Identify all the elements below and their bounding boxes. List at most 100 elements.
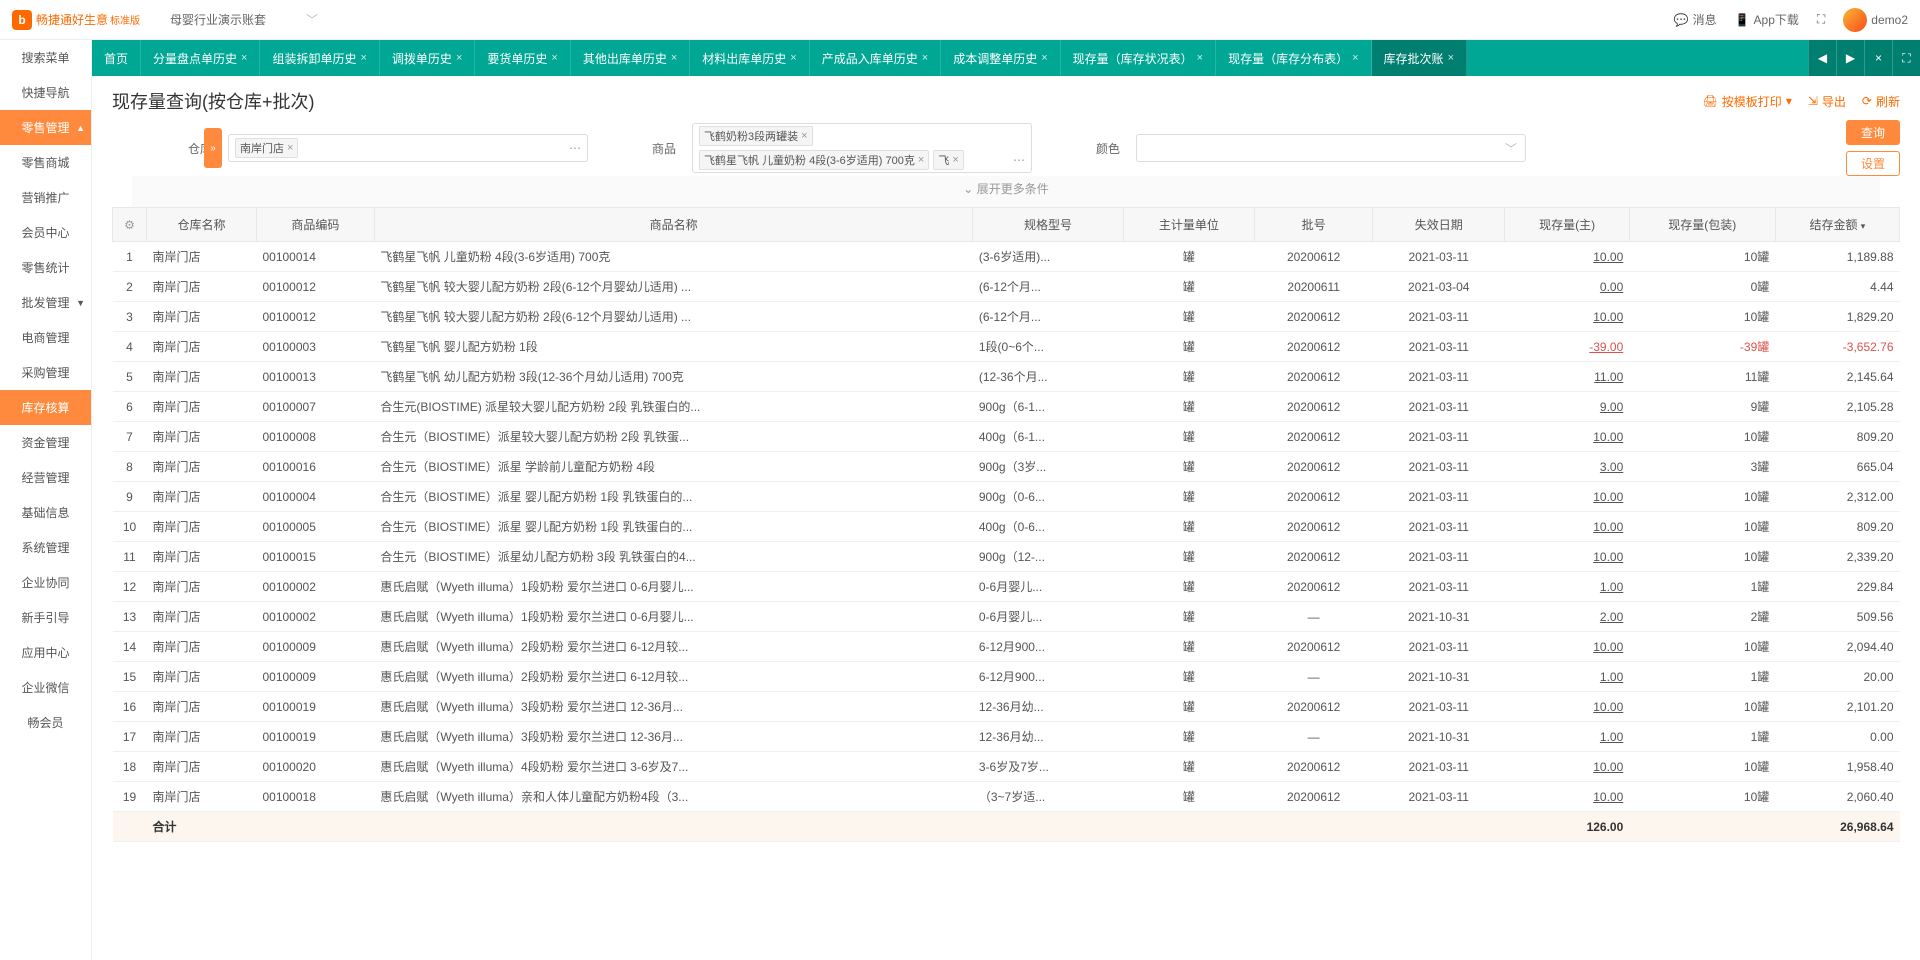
collapse-filter-button[interactable]: » — [204, 128, 222, 168]
qty-link[interactable]: 10.00 — [1593, 790, 1623, 804]
column-header[interactable]: 规格型号 — [973, 208, 1123, 242]
remove-tag-icon[interactable]: × — [952, 154, 958, 166]
close-icon[interactable]: × — [551, 52, 557, 64]
qty-link[interactable]: 1.00 — [1600, 670, 1623, 684]
sidebar-item[interactable]: 应用中心 — [0, 635, 91, 670]
sidebar-item[interactable]: 会员中心 — [0, 215, 91, 250]
column-header[interactable]: 现存量(包装) — [1629, 208, 1775, 242]
refresh-button[interactable]: ⟳ 刷新 — [1862, 93, 1900, 110]
expand-more-filters-button[interactable]: ⌄ 展开更多条件 — [132, 176, 1880, 207]
user-menu[interactable]: demo2 — [1843, 8, 1908, 32]
sidebar-item[interactable]: 零售统计 — [0, 250, 91, 285]
qty-link[interactable]: 2.00 — [1600, 610, 1623, 624]
sidebar-item[interactable]: 基础信息 — [0, 495, 91, 530]
account-selector[interactable]: 母婴行业演示账套 ﹀ — [170, 11, 318, 28]
sidebar-item[interactable]: 系统管理 — [0, 530, 91, 565]
close-icon[interactable]: × — [360, 52, 366, 64]
tab-close-all-button[interactable]: × — [1864, 40, 1892, 76]
column-header[interactable]: 结存金额 ▾ — [1775, 208, 1899, 242]
close-icon[interactable]: × — [1197, 52, 1203, 64]
close-icon[interactable]: × — [671, 52, 677, 64]
qty-link[interactable]: 10.00 — [1593, 490, 1623, 504]
qty-link[interactable]: 1.00 — [1600, 580, 1623, 594]
sidebar-item[interactable]: 电商管理 — [0, 320, 91, 355]
product-filter-input[interactable]: 飞鹤奶粉3段两罐装 ×飞鹤星飞帆 儿童奶粉 4段(3-6岁适用) 700克 ×飞… — [692, 123, 1032, 173]
export-button[interactable]: ⇲ 导出 — [1808, 93, 1846, 110]
tab[interactable]: 现存量（库存分布表）× — [1216, 40, 1371, 76]
color-filter-input[interactable]: ﹀ — [1136, 134, 1526, 162]
column-header[interactable]: 批号 — [1255, 208, 1373, 242]
message-button[interactable]: 💬 消息 — [1674, 11, 1717, 28]
app-download-button[interactable]: 📱 App下载 — [1735, 11, 1799, 28]
expand-icon[interactable]: ⛶ — [1817, 12, 1825, 27]
column-header[interactable]: 失效日期 — [1373, 208, 1505, 242]
tab[interactable]: 调拨单历史× — [380, 40, 475, 76]
fullscreen-button[interactable]: ⛶ — [1892, 40, 1920, 76]
qty-link[interactable]: -39.00 — [1589, 340, 1623, 354]
remove-tag-icon[interactable]: × — [918, 154, 924, 166]
sidebar-item[interactable]: 零售管理▲ — [0, 110, 91, 145]
sidebar-item[interactable]: 企业协同 — [0, 565, 91, 600]
tab[interactable]: 库存批次账× — [1372, 40, 1467, 76]
qty-link[interactable]: 0.00 — [1600, 280, 1623, 294]
close-icon[interactable]: × — [1041, 52, 1047, 64]
more-icon[interactable]: ⋯ — [1013, 153, 1025, 167]
remove-tag-icon[interactable]: × — [287, 142, 293, 154]
qty-link[interactable]: 1.00 — [1600, 730, 1623, 744]
settings-button[interactable]: 设置 — [1846, 151, 1900, 176]
column-header[interactable]: 商品名称 — [374, 208, 973, 242]
tab[interactable]: 成本调整单历史× — [941, 40, 1060, 76]
tab[interactable]: 其他出库单历史× — [571, 40, 690, 76]
qty-link[interactable]: 10.00 — [1593, 640, 1623, 654]
close-icon[interactable]: × — [456, 52, 462, 64]
qty-link[interactable]: 10.00 — [1593, 550, 1623, 564]
sidebar-item[interactable]: 库存核算 — [0, 390, 91, 425]
close-icon[interactable]: × — [1448, 52, 1454, 64]
column-header[interactable]: 商品编码 — [256, 208, 374, 242]
tab[interactable]: 材料出库单历史× — [690, 40, 809, 76]
sidebar-item[interactable]: 批发管理▼ — [0, 285, 91, 320]
print-button[interactable]: 🖨 按模板打印 ▾ — [1703, 93, 1792, 110]
sidebar-item[interactable]: 采购管理 — [0, 355, 91, 390]
tab-prev-button[interactable]: ◀ — [1808, 40, 1836, 76]
qty-link[interactable]: 10.00 — [1593, 310, 1623, 324]
more-icon[interactable]: ⋯ — [569, 141, 581, 155]
sidebar-item[interactable]: 经营管理 — [0, 460, 91, 495]
sidebar-item[interactable]: 零售商城 — [0, 145, 91, 180]
tab[interactable]: 现存量（库存状况表）× — [1061, 40, 1216, 76]
qty-link[interactable]: 10.00 — [1593, 760, 1623, 774]
gear-icon[interactable]: ⚙ — [124, 218, 135, 232]
table-cell: 罐 — [1123, 782, 1255, 812]
tab[interactable]: 首页 — [92, 40, 141, 76]
qty-link[interactable]: 10.00 — [1593, 700, 1623, 714]
column-header[interactable]: 现存量(主) — [1505, 208, 1629, 242]
close-icon[interactable]: × — [922, 52, 928, 64]
warehouse-filter-input[interactable]: 南岸门店 ×⋯ — [228, 134, 588, 162]
sidebar-item[interactable]: 搜索菜单 — [0, 40, 91, 75]
qty-link[interactable]: 9.00 — [1600, 400, 1623, 414]
tab[interactable]: 产成品入库单历史× — [810, 40, 941, 76]
sidebar-item[interactable]: 资金管理 — [0, 425, 91, 460]
column-header[interactable]: 主计量单位 — [1123, 208, 1255, 242]
tab[interactable]: 分量盘点单历史× — [141, 40, 260, 76]
sidebar-item[interactable]: 营销推广 — [0, 180, 91, 215]
close-icon[interactable]: × — [241, 52, 247, 64]
sidebar-item[interactable]: 畅会员 — [0, 705, 91, 740]
tab-next-button[interactable]: ▶ — [1836, 40, 1864, 76]
query-button[interactable]: 查询 — [1846, 120, 1900, 145]
sidebar-item[interactable]: 新手引导 — [0, 600, 91, 635]
sidebar-item[interactable]: 企业微信 — [0, 670, 91, 705]
remove-tag-icon[interactable]: × — [801, 130, 807, 142]
tab[interactable]: 要货单历史× — [475, 40, 570, 76]
column-header[interactable]: 仓库名称 — [147, 208, 257, 242]
column-header[interactable]: ⚙ — [113, 208, 147, 242]
qty-link[interactable]: 10.00 — [1593, 520, 1623, 534]
close-icon[interactable]: × — [1352, 52, 1358, 64]
qty-link[interactable]: 10.00 — [1593, 430, 1623, 444]
qty-link[interactable]: 3.00 — [1600, 460, 1623, 474]
tab[interactable]: 组装拆卸单历史× — [260, 40, 379, 76]
close-icon[interactable]: × — [790, 52, 796, 64]
qty-link[interactable]: 10.00 — [1593, 250, 1623, 264]
qty-link[interactable]: 11.00 — [1594, 370, 1623, 384]
sidebar-item[interactable]: 快捷导航 — [0, 75, 91, 110]
